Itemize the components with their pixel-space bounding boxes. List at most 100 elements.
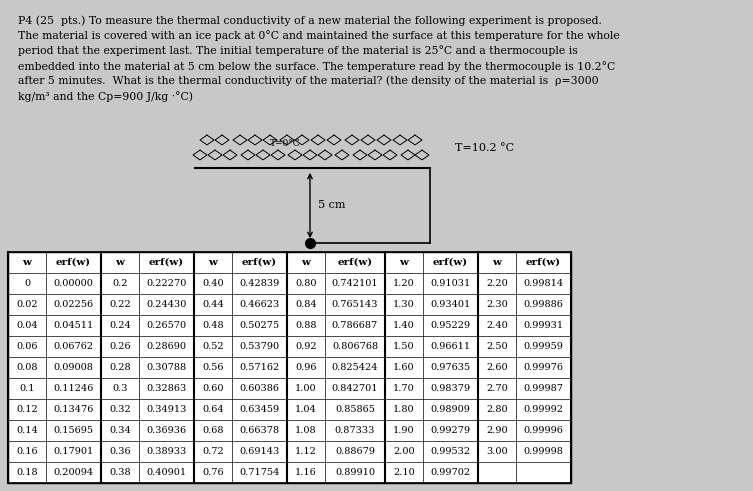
Text: 2.20: 2.20 bbox=[486, 279, 508, 288]
Text: 0.91031: 0.91031 bbox=[431, 279, 471, 288]
Text: 0.06: 0.06 bbox=[17, 342, 38, 351]
Text: 5 cm: 5 cm bbox=[318, 200, 346, 211]
Text: 0.99987: 0.99987 bbox=[523, 384, 563, 393]
Text: 0.06762: 0.06762 bbox=[53, 342, 93, 351]
Text: 0.17901: 0.17901 bbox=[53, 447, 93, 456]
Text: w: w bbox=[23, 258, 32, 267]
Text: 0.99702: 0.99702 bbox=[431, 468, 471, 477]
Text: 2.00: 2.00 bbox=[393, 447, 415, 456]
Text: 0.38933: 0.38933 bbox=[146, 447, 187, 456]
Text: 1.70: 1.70 bbox=[393, 384, 415, 393]
Text: 0.26570: 0.26570 bbox=[146, 321, 187, 330]
Text: 0.02256: 0.02256 bbox=[53, 300, 93, 309]
Text: 0.99814: 0.99814 bbox=[523, 279, 563, 288]
Text: 0.14: 0.14 bbox=[16, 426, 38, 435]
Text: 1.16: 1.16 bbox=[295, 468, 317, 477]
Text: 0.92: 0.92 bbox=[295, 342, 317, 351]
Text: 1.12: 1.12 bbox=[295, 447, 317, 456]
Text: 0.02: 0.02 bbox=[16, 300, 38, 309]
Text: 1.90: 1.90 bbox=[393, 426, 415, 435]
Text: 0.18: 0.18 bbox=[16, 468, 38, 477]
Text: 0.40: 0.40 bbox=[203, 279, 224, 288]
Text: 0.99931: 0.99931 bbox=[523, 321, 563, 330]
Text: 0.24: 0.24 bbox=[109, 321, 131, 330]
Text: w: w bbox=[301, 258, 310, 267]
Text: 0.84: 0.84 bbox=[295, 300, 317, 309]
Text: 0.87333: 0.87333 bbox=[335, 426, 375, 435]
Text: 0.32: 0.32 bbox=[109, 405, 131, 414]
Text: erf(w): erf(w) bbox=[526, 258, 561, 267]
Text: 0.34913: 0.34913 bbox=[146, 405, 187, 414]
Text: 0.57162: 0.57162 bbox=[239, 363, 279, 372]
Text: 0.38: 0.38 bbox=[109, 468, 131, 477]
Text: 0.89910: 0.89910 bbox=[335, 468, 375, 477]
Text: 0.80: 0.80 bbox=[295, 279, 317, 288]
Text: 1.50: 1.50 bbox=[393, 342, 415, 351]
Text: 0.13476: 0.13476 bbox=[53, 405, 93, 414]
Text: 1.00: 1.00 bbox=[295, 384, 317, 393]
Text: 0.99886: 0.99886 bbox=[523, 300, 563, 309]
Text: 0.36936: 0.36936 bbox=[146, 426, 187, 435]
Text: 0.42839: 0.42839 bbox=[239, 279, 279, 288]
Text: 0.71754: 0.71754 bbox=[239, 468, 279, 477]
Text: erf(w): erf(w) bbox=[433, 258, 468, 267]
Text: 0.806768: 0.806768 bbox=[332, 342, 378, 351]
Text: 0.53790: 0.53790 bbox=[239, 342, 279, 351]
Text: 0.1: 0.1 bbox=[20, 384, 35, 393]
Text: 0.99996: 0.99996 bbox=[523, 426, 563, 435]
Text: 1.30: 1.30 bbox=[393, 300, 415, 309]
Text: erf(w): erf(w) bbox=[242, 258, 277, 267]
Text: T=0°C: T=0°C bbox=[270, 138, 300, 147]
Bar bbox=[8, 252, 571, 483]
Text: 0.09008: 0.09008 bbox=[53, 363, 93, 372]
Text: 0.66378: 0.66378 bbox=[239, 426, 279, 435]
Text: 0.24430: 0.24430 bbox=[146, 300, 187, 309]
Text: 0.30788: 0.30788 bbox=[146, 363, 187, 372]
Text: 0.40901: 0.40901 bbox=[146, 468, 187, 477]
Text: 0.97635: 0.97635 bbox=[431, 363, 471, 372]
Text: 0.2: 0.2 bbox=[112, 279, 128, 288]
Text: 0.825424: 0.825424 bbox=[332, 363, 378, 372]
Text: 0.786687: 0.786687 bbox=[332, 321, 378, 330]
Text: 2.40: 2.40 bbox=[486, 321, 508, 330]
Text: 0.93401: 0.93401 bbox=[431, 300, 471, 309]
Text: 0: 0 bbox=[24, 279, 30, 288]
Text: 0.34: 0.34 bbox=[109, 426, 131, 435]
Text: 0.69143: 0.69143 bbox=[239, 447, 279, 456]
Text: 0.00000: 0.00000 bbox=[53, 279, 93, 288]
Text: 0.3: 0.3 bbox=[112, 384, 128, 393]
Text: 1.40: 1.40 bbox=[393, 321, 415, 330]
Text: 0.44: 0.44 bbox=[202, 300, 224, 309]
Text: erf(w): erf(w) bbox=[56, 258, 91, 267]
Text: 0.64: 0.64 bbox=[203, 405, 224, 414]
Text: 0.99532: 0.99532 bbox=[431, 447, 471, 456]
Text: 0.04: 0.04 bbox=[16, 321, 38, 330]
Text: 0.96611: 0.96611 bbox=[431, 342, 471, 351]
Text: w: w bbox=[492, 258, 501, 267]
Text: 0.742101: 0.742101 bbox=[331, 279, 378, 288]
Text: 0.48: 0.48 bbox=[203, 321, 224, 330]
Text: 1.60: 1.60 bbox=[393, 363, 415, 372]
Text: 0.28: 0.28 bbox=[109, 363, 131, 372]
Text: w: w bbox=[209, 258, 218, 267]
Text: w: w bbox=[115, 258, 124, 267]
Text: 0.56: 0.56 bbox=[203, 363, 224, 372]
Text: 0.63459: 0.63459 bbox=[239, 405, 279, 414]
Text: 0.22270: 0.22270 bbox=[146, 279, 187, 288]
Text: 2.60: 2.60 bbox=[486, 363, 508, 372]
Text: 1.80: 1.80 bbox=[393, 405, 415, 414]
Text: 0.15695: 0.15695 bbox=[53, 426, 93, 435]
Text: w: w bbox=[400, 258, 408, 267]
Text: 0.46623: 0.46623 bbox=[239, 300, 279, 309]
Text: 0.16: 0.16 bbox=[16, 447, 38, 456]
Text: 0.85865: 0.85865 bbox=[335, 405, 375, 414]
Text: 0.26: 0.26 bbox=[109, 342, 131, 351]
Text: 0.95229: 0.95229 bbox=[431, 321, 471, 330]
Text: 3.00: 3.00 bbox=[486, 447, 508, 456]
Text: 0.99992: 0.99992 bbox=[523, 405, 563, 414]
Text: 0.68: 0.68 bbox=[203, 426, 224, 435]
Text: 1.20: 1.20 bbox=[393, 279, 415, 288]
Text: 0.98379: 0.98379 bbox=[431, 384, 471, 393]
Text: 0.60386: 0.60386 bbox=[239, 384, 279, 393]
Text: 0.52: 0.52 bbox=[203, 342, 224, 351]
